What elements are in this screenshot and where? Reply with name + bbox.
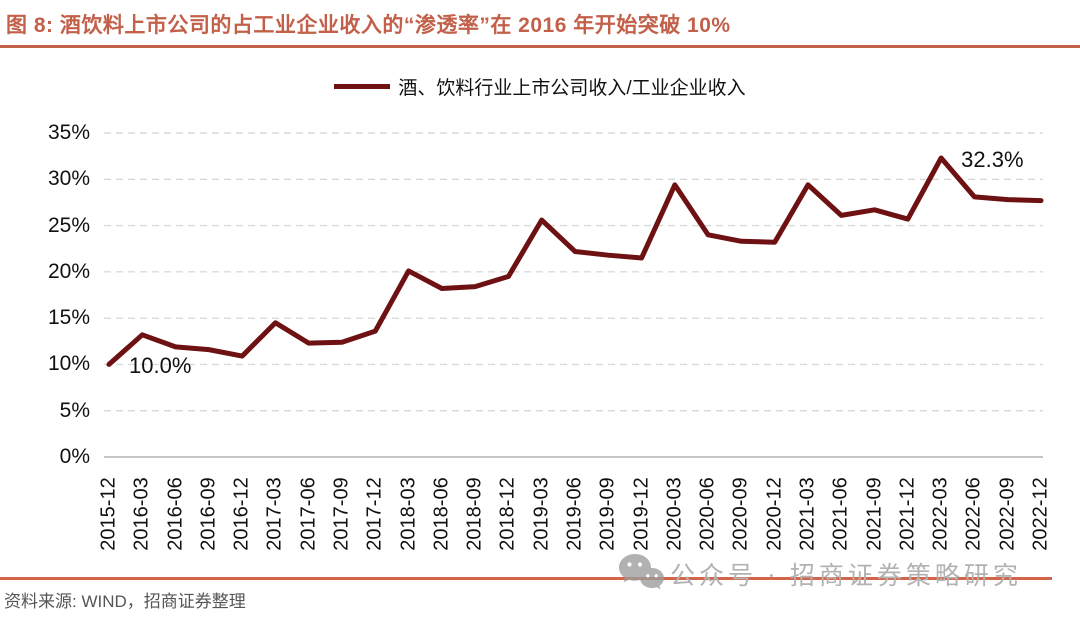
x-tick-label: 2021-09 [863,477,886,551]
x-tick-label: 2017-03 [263,477,286,551]
title-underline [0,45,1080,48]
x-tick-label: 2020-03 [663,477,686,551]
data-series-line [106,155,1044,367]
legend-line-swatch [334,84,391,89]
x-tick-label: 2021-12 [896,477,919,551]
x-tick-label: 2018-03 [397,477,420,551]
x-tick-label: 2019-03 [530,477,553,551]
watermark-text: 公众号 · 招商证券策略研究 [670,563,1022,590]
x-tick-label: 2020-12 [763,477,786,551]
footer-rule [0,577,1052,580]
y-tick-label: 35% [47,121,90,144]
figure-title: 图 8: 酒饮料上市公司的占工业企业收入的“渗透率”在 2016 年开始突破 1… [6,14,731,37]
x-tick-label: 2022-06 [962,477,985,551]
x-tick-label: 2020-09 [729,477,752,551]
x-tick-label: 2022-12 [1029,477,1052,551]
legend-label: 酒、饮料行业上市公司收入/工业企业收入 [398,78,746,99]
x-tick-label: 2016-06 [164,477,187,551]
x-tick-label: 2021-06 [829,477,852,551]
wechat-icon [619,554,664,590]
x-tick-label: 2017-06 [297,477,320,551]
x-tick-label: 2019-09 [596,477,619,551]
data-label: 10.0% [129,353,192,379]
x-tick-label: 2018-09 [463,477,486,551]
y-tick-label: 0% [59,445,90,468]
x-tick-label: 2022-09 [996,477,1019,551]
x-tick-label: 2019-12 [630,477,653,551]
y-tick-label: 30% [47,167,90,191]
watermark: 公众号 · 招商证券策略研究 [616,550,1022,598]
x-tick-label: 2017-09 [330,477,353,551]
x-tick-label: 2021-03 [796,477,819,551]
x-tick-label: 2019-06 [563,477,586,551]
y-tick-label: 25% [47,213,90,237]
x-tick-label: 2018-06 [430,477,453,551]
chart-legend: 酒、饮料行业上市公司收入/工业企业收入 [0,73,1080,100]
x-tick-label: 2020-06 [696,477,719,551]
y-tick-label: 20% [47,259,90,283]
x-tick-label: 2016-12 [230,477,253,551]
x-tick-label: 2017-12 [363,477,386,551]
x-tick-label: 2018-12 [496,477,519,551]
data-label: 32.3% [961,146,1024,172]
y-tick-label: 10% [47,352,90,376]
x-tick-label: 2022-03 [929,477,952,551]
x-tick-label: 2015-12 [97,477,120,551]
x-tick-label: 2016-03 [130,477,153,551]
x-tick-label: 2016-09 [197,477,220,551]
y-axis: 35% 30% 25% 20% 15% 10% 5% 0% [0,0,90,480]
y-tick-label: 15% [47,306,90,330]
y-tick-label: 5% [59,398,90,422]
source-note: 资料来源: WIND，招商证券整理 [4,592,246,611]
